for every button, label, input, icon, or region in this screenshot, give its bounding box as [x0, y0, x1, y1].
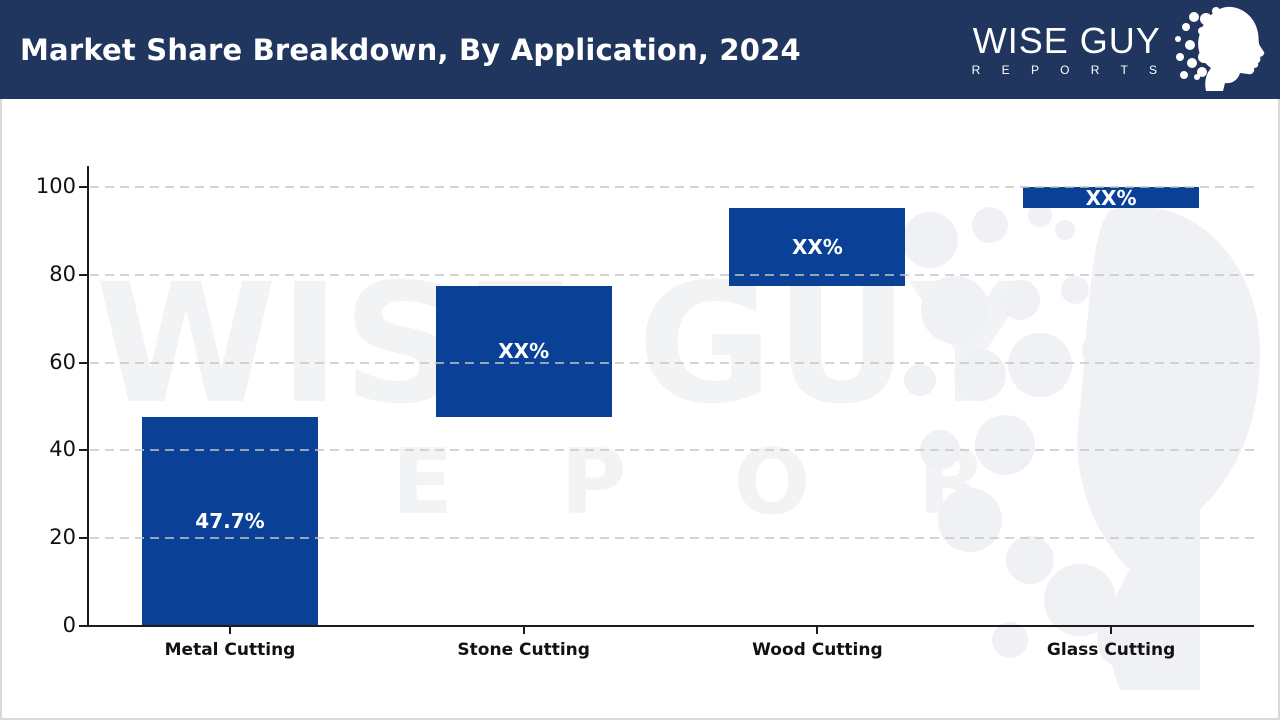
y-tick-label-80: 80: [49, 261, 76, 286]
x-tick-metal-cutting: [229, 627, 231, 634]
x-tick-label-stone-cutting: Stone Cutting: [457, 640, 590, 660]
y-tick-label-100: 100: [35, 174, 76, 198]
y-tick-label-60: 60: [49, 349, 76, 374]
y-tick-60: [79, 361, 88, 364]
x-tick-stone-cutting: [522, 627, 525, 634]
bar-wood-cutting: XX%: [729, 208, 906, 287]
y-tick-label-20: 20: [49, 525, 76, 550]
head-profile-dots-icon: [1170, 5, 1266, 95]
gridline-80: [90, 273, 1254, 276]
logo-text: WISE GUY R E P O R T S: [968, 19, 1166, 77]
logo-subtitle: R E P O R T S: [971, 62, 1166, 77]
y-tick-100: [79, 186, 88, 188]
y-tick-0: [79, 625, 88, 627]
bar-stone-cutting: XX%: [435, 286, 612, 417]
bar-value-label: XX%: [791, 235, 843, 260]
x-tick-label-wood-cutting: Wood Cutting: [752, 640, 883, 660]
y-tick-40: [79, 449, 88, 452]
chart-title: Market Share Breakdown, By Application, …: [20, 32, 801, 67]
x-axis-spine: [87, 625, 1254, 627]
x-tick-label-glass-cutting: Glass Cutting: [1046, 640, 1176, 660]
bar-value-label: XX%: [498, 339, 550, 364]
y-tick-label-0: 0: [62, 613, 76, 637]
bar-glass-cutting: XX%: [1023, 185, 1200, 210]
bar-metal-cutting: 47.7%: [142, 416, 318, 626]
wise-guy-reports-logo: WISE GUY R E P O R T S: [968, 5, 1266, 95]
y-tick-80: [79, 273, 88, 276]
y-tick-label-40: 40: [49, 437, 76, 462]
bar-value-label: 47.7%: [195, 509, 265, 534]
gridline-60: [90, 361, 1254, 364]
x-tick-glass-cutting: [1110, 627, 1113, 634]
app-header: Market Share Breakdown, By Application, …: [0, 0, 1280, 99]
bar-value-label: XX%: [1085, 185, 1137, 210]
y-tick-20: [79, 537, 88, 540]
x-tick-label-metal-cutting: Metal Cutting: [164, 640, 296, 660]
gridline-40: [90, 449, 1254, 452]
logo-wordmark: WISE GUY: [972, 19, 1161, 61]
gridline-20: [90, 537, 1254, 540]
x-tick-wood-cutting: [816, 627, 819, 634]
y-axis-spine: [87, 166, 89, 627]
gridline-100: [90, 186, 1254, 188]
